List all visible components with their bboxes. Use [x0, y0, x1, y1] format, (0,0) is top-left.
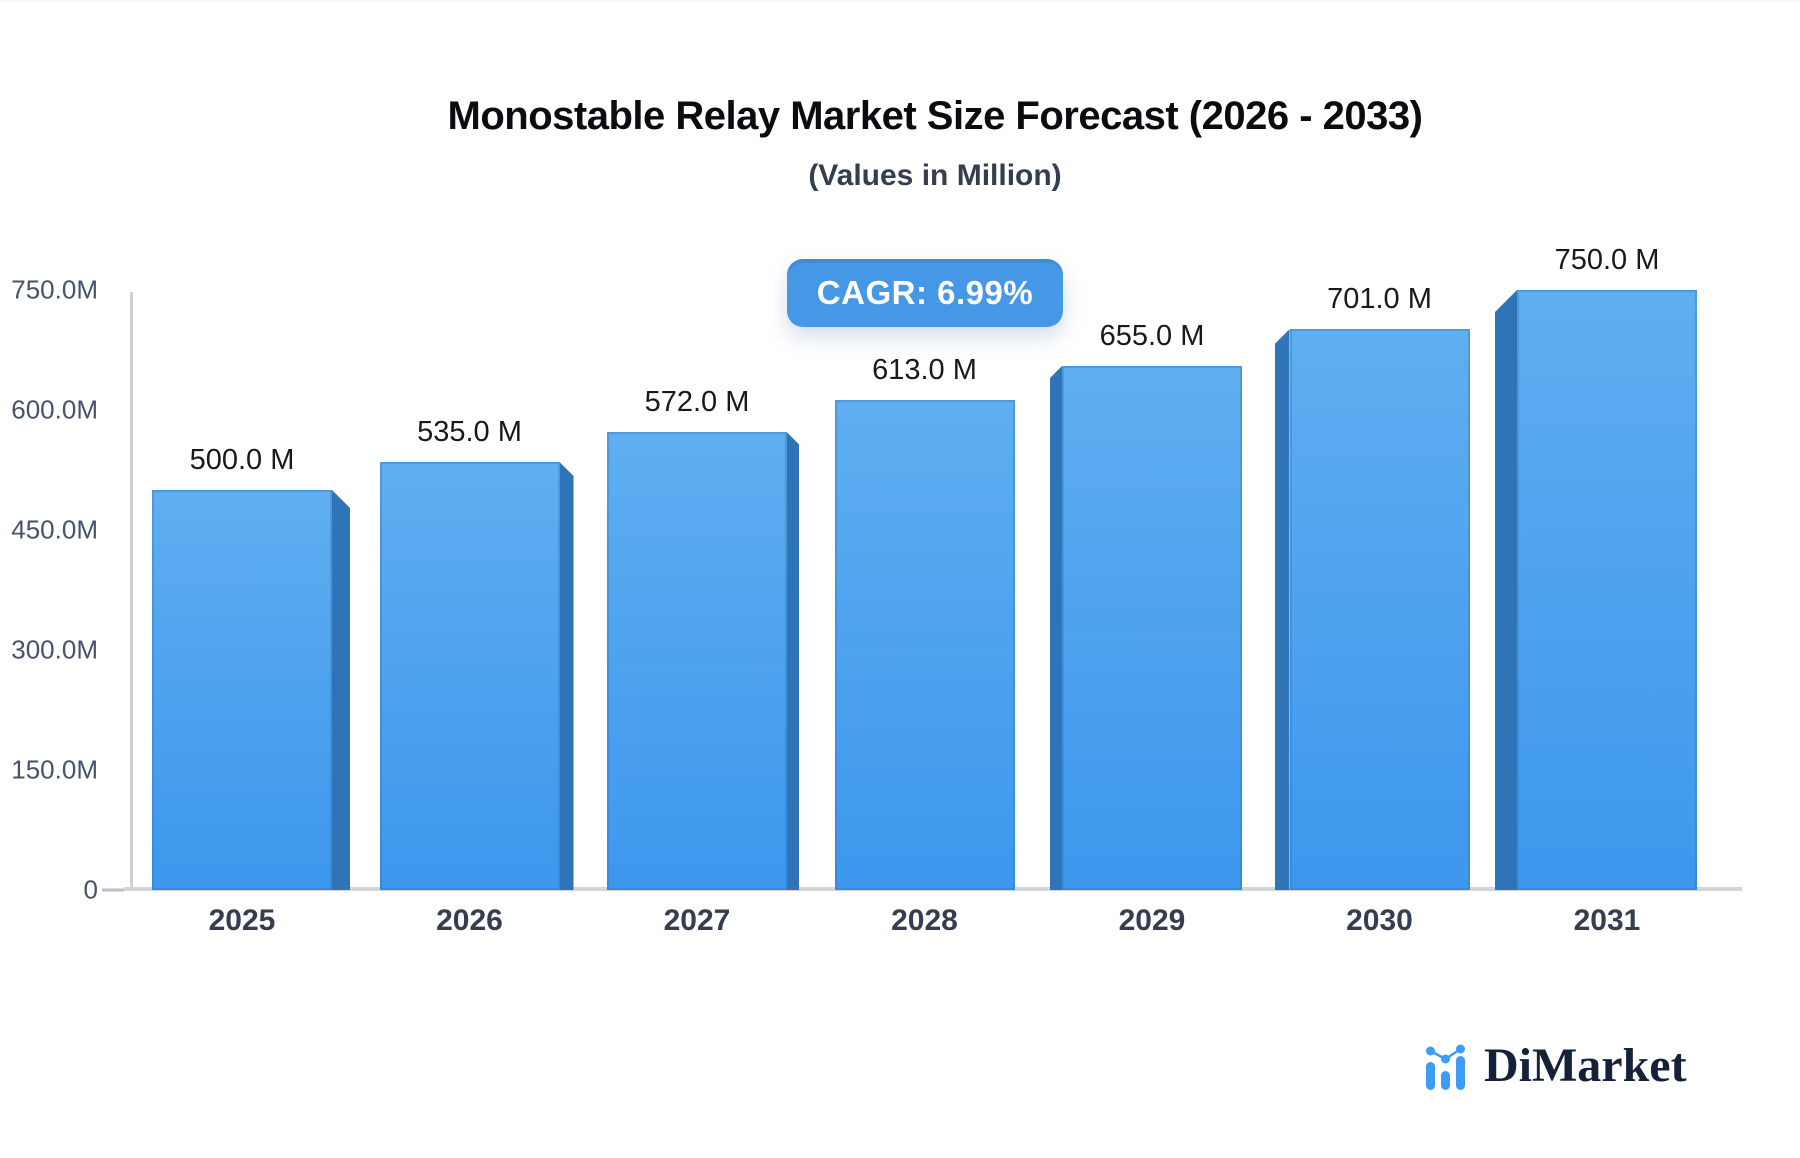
bar-3d-side: [559, 462, 574, 890]
bar-value-label: 572.0 M: [644, 386, 750, 419]
y-tick-label: 750.0M: [11, 274, 98, 305]
chart-subtitle: (Values in Million): [808, 159, 1062, 192]
y-axis-line: [130, 292, 133, 890]
bar-chart-trend-icon: [1426, 1044, 1465, 1090]
chart-title: Monostable Relay Market Size Forecast (2…: [447, 94, 1423, 138]
x-tick-label: 2031: [1573, 904, 1641, 937]
y-tick-label: 300.0M: [11, 634, 98, 665]
bar-2027: [607, 432, 787, 890]
dimarket-logo: DiMarket: [1424, 1042, 1687, 1092]
y-tick-label: 150.0M: [11, 754, 98, 785]
bar-value-label: 701.0 M: [1327, 283, 1432, 316]
y-tick-mark: [102, 888, 124, 892]
bar-3d-side: [787, 432, 799, 890]
bar-2025: [152, 490, 332, 890]
x-tick-label: 2027: [663, 904, 731, 937]
dimarket-logo-text: DiMarket: [1484, 1039, 1687, 1092]
bar-value-label: 655.0 M: [1099, 320, 1205, 352]
x-tick-label: 2028: [891, 904, 958, 937]
y-tick-label: 600.0M: [11, 394, 98, 425]
x-tick-label: 2030: [1346, 904, 1413, 937]
bar-value-label: 535.0 M: [417, 416, 522, 448]
bar-value-label: 750.0 M: [1554, 244, 1660, 276]
chart-header: Monostable Relay Market Size Forecast (2…: [70, 94, 1800, 193]
cagr-badge-label: CAGR: 6.99%: [816, 274, 1034, 311]
bar-2030: [1289, 329, 1470, 890]
y-tick-label: 0: [83, 874, 98, 905]
x-tick-label: 2025: [208, 904, 276, 937]
bar-2026: [379, 462, 560, 890]
y-tick-label: 450.0M: [11, 514, 98, 545]
bar-3d-side: [1050, 366, 1062, 890]
bar-3d-side: [1274, 329, 1290, 890]
x-tick-label: 2029: [1118, 904, 1186, 937]
bar-value-label: 500.0 M: [189, 444, 295, 476]
bar-value-label: 613.0 M: [872, 353, 977, 386]
bar-2031: [1517, 290, 1697, 890]
x-tick-label: 2026: [436, 904, 503, 937]
bar-2028: [834, 399, 1015, 890]
bar-3d-side: [332, 490, 350, 890]
bar-2029: [1062, 366, 1242, 890]
cagr-badge: CAGR: 6.99%: [787, 259, 1063, 327]
bar-3d-side: [1495, 290, 1517, 890]
